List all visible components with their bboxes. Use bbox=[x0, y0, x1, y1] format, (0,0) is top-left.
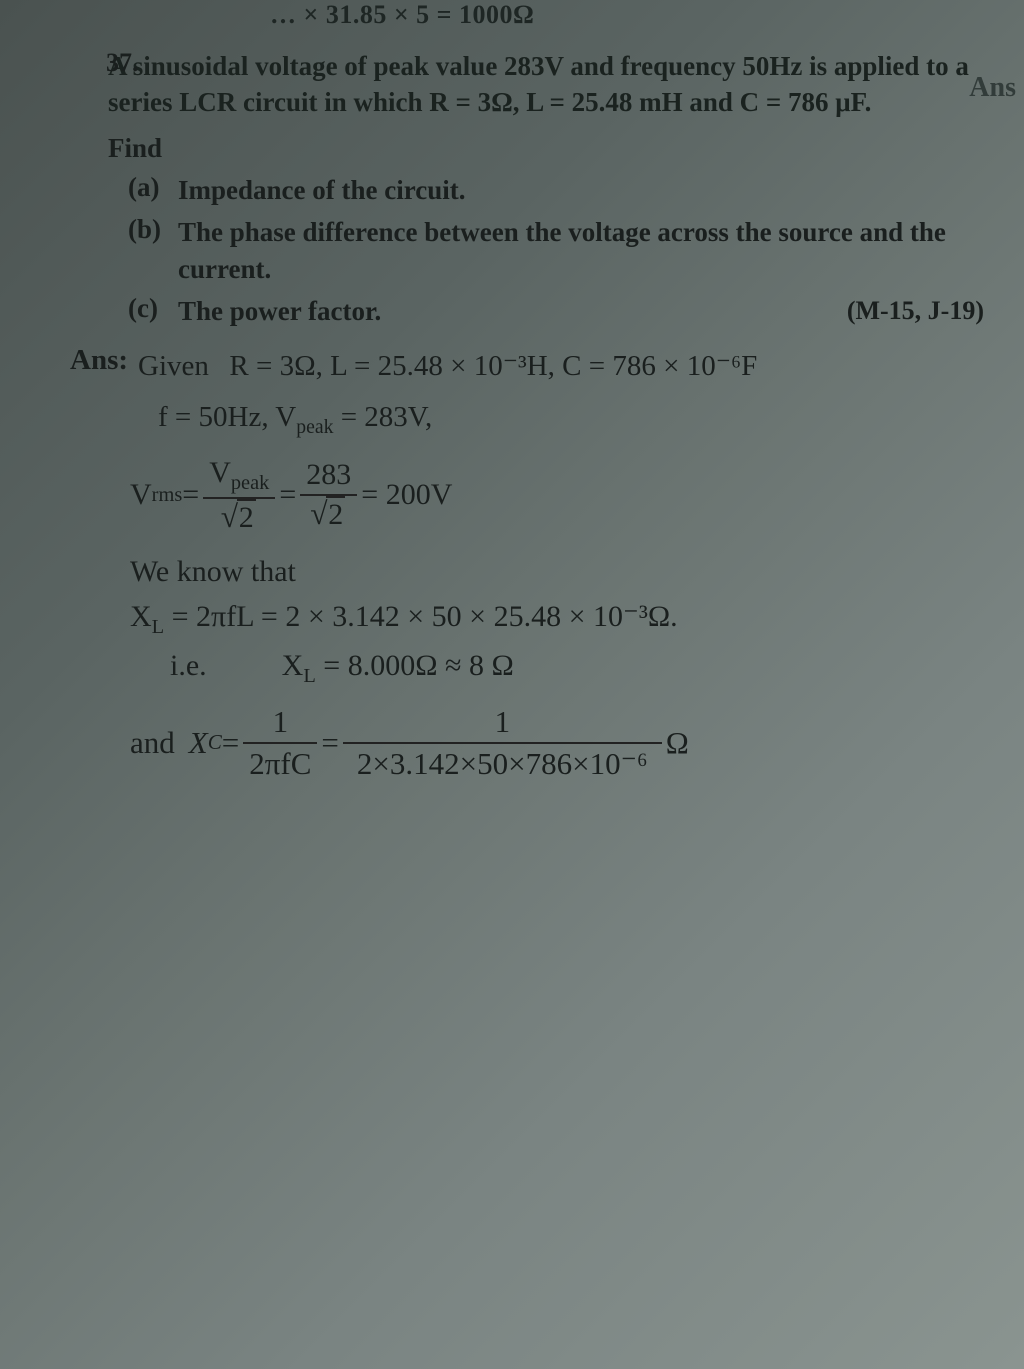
part-label-c: (c) bbox=[128, 293, 178, 329]
frac2-num: 283 bbox=[300, 458, 357, 496]
xc-symbol: X bbox=[189, 725, 208, 761]
freq-vpeak-lhs: f = 50Hz, V bbox=[158, 401, 296, 433]
xc-equation-row: and XC = 1 2πfC = 1 2×3.142×50×786×10⁻⁶ … bbox=[130, 704, 994, 782]
part-text-c: The power factor. (M-15, J-19) bbox=[178, 293, 994, 329]
equals-2: = bbox=[279, 478, 296, 512]
ie-label: i.e. bbox=[170, 649, 207, 682]
fraction-xc1: 1 2πfC bbox=[243, 704, 317, 782]
part-text-a: Impedance of the circuit. bbox=[178, 172, 994, 208]
equals-3: = bbox=[321, 725, 338, 761]
xl-result-sub: L bbox=[303, 665, 315, 687]
vrms-symbol: V bbox=[130, 478, 152, 512]
xl-symbol: X bbox=[130, 600, 152, 633]
question-text: A sinusoidal voltage of peak value 283V … bbox=[108, 48, 994, 121]
xl-result-sym: X bbox=[282, 649, 304, 682]
frac1-num-sub: peak bbox=[231, 472, 270, 494]
answer-label: Ans: bbox=[70, 344, 128, 377]
question-part: (b) The phase difference between the vol… bbox=[128, 214, 994, 287]
equals-1: = bbox=[182, 478, 199, 512]
xc-sub: C bbox=[208, 730, 222, 755]
we-know-that: We know that bbox=[130, 555, 994, 589]
part-label-b: (b) bbox=[128, 214, 178, 287]
question-part: (c) The power factor. (M-15, J-19) bbox=[128, 293, 994, 329]
frac1-num-sym: V bbox=[209, 456, 231, 489]
freq-vpeak-rhs: = 283V, bbox=[333, 401, 432, 433]
peak-subscript: peak bbox=[296, 415, 333, 437]
rms-subscript: rms bbox=[152, 484, 183, 507]
fraction-vpeak-root2: Vpeak 2 bbox=[203, 456, 275, 535]
question-part: (a) Impedance of the circuit. bbox=[128, 172, 994, 208]
part-label-a: (a) bbox=[128, 172, 178, 208]
and-label: and bbox=[130, 725, 175, 761]
part-c-text: The power factor. bbox=[178, 296, 381, 326]
vrms-equation: Vrms = Vpeak 2 = 283 2 = 200V bbox=[130, 456, 994, 535]
root2-b: 2 bbox=[326, 496, 345, 531]
xc-unit: Ω bbox=[666, 725, 689, 761]
answer-given-body: Given R = 3Ω, L = 25.48 × 10⁻³H, C = 786… bbox=[138, 344, 757, 389]
given-values: R = 3Ω, L = 25.48 × 10⁻³H, C = 786 × 10⁻… bbox=[229, 350, 757, 382]
answer-given-row: Ans: Given R = 3Ω, L = 25.48 × 10⁻³H, C … bbox=[70, 344, 994, 389]
given-line2: f = 50Hz, Vpeak = 283V, bbox=[158, 395, 994, 442]
header-fragment: … × 31.85 × 5 = 1000Ω bbox=[270, 0, 994, 30]
root2-a: 2 bbox=[237, 499, 256, 534]
question-37: 37. A sinusoidal voltage of peak value 2… bbox=[70, 48, 994, 330]
fraction-283-root2: 283 2 bbox=[300, 458, 357, 532]
given-prefix: Given bbox=[138, 350, 209, 382]
question-number: 37. bbox=[106, 48, 139, 78]
xc-equals: = bbox=[222, 725, 239, 761]
xl-expression: = 2πfL = 2 × 3.142 × 50 × 25.48 × 10⁻³Ω. bbox=[164, 600, 678, 633]
xc-frac2-num: 1 bbox=[343, 704, 662, 744]
find-label: Find bbox=[108, 133, 994, 164]
vrms-result: = 200V bbox=[361, 478, 452, 512]
xc-frac1-num: 1 bbox=[243, 704, 317, 744]
xc-frac1-den: 2πfC bbox=[243, 744, 317, 782]
xl-equation: XL = 2πfL = 2 × 3.142 × 50 × 25.48 × 10⁻… bbox=[130, 599, 994, 639]
part-text-b: The phase difference between the voltage… bbox=[178, 214, 994, 287]
xl-result-val: = 8.000Ω ≈ 8 Ω bbox=[316, 649, 514, 682]
xc-frac2-den: 2×3.142×50×786×10⁻⁶ bbox=[343, 744, 662, 782]
xl-result-row: i.e. XL = 8.000Ω ≈ 8 Ω bbox=[170, 649, 994, 688]
fraction-xc2: 1 2×3.142×50×786×10⁻⁶ bbox=[343, 704, 662, 782]
xl-sub: L bbox=[152, 616, 164, 638]
exam-reference: (M-15, J-19) bbox=[847, 293, 984, 328]
